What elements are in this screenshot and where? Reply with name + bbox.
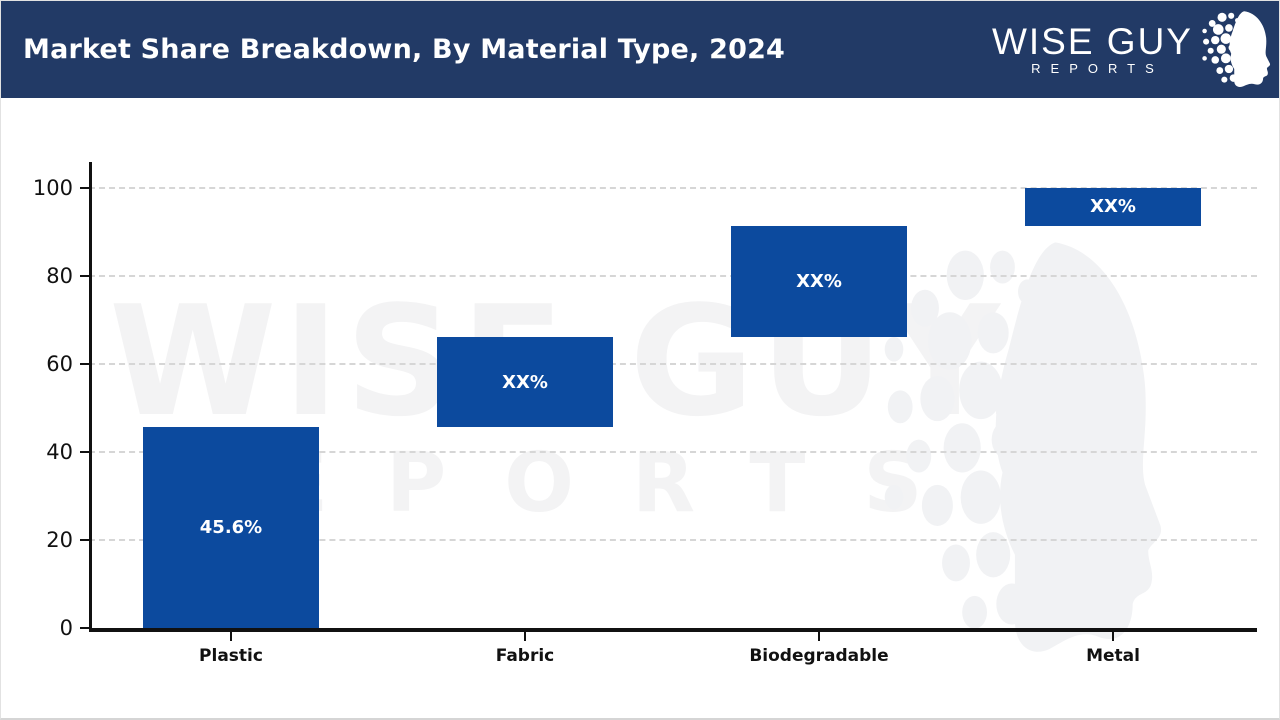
x-axis-label-metal: Metal (1086, 646, 1140, 666)
gridline-y-20 (89, 539, 1257, 541)
logo-wordmark: WISE GUY (991, 20, 1193, 62)
watermark-face-profile-icon (884, 242, 1162, 652)
y-axis-tick-60 (80, 363, 89, 365)
bar-metal: XX% (1025, 188, 1201, 226)
dotted-face-profile-icon (1202, 10, 1271, 87)
y-axis-label-80: 80 (46, 264, 73, 288)
y-axis-tick-20 (80, 539, 89, 541)
bar-value-label: XX% (1090, 196, 1136, 218)
y-axis-tick-40 (80, 451, 89, 453)
gridline-y-40 (89, 451, 1257, 453)
gridline-y-100 (89, 187, 1257, 189)
page-title: Market Share Breakdown, By Material Type… (23, 34, 786, 65)
bar-plastic: 45.6% (143, 427, 319, 628)
y-axis-tick-80 (80, 275, 89, 277)
logo-text: WISE GUY REPORTS (991, 20, 1193, 77)
y-axis-label-0: 0 (59, 616, 73, 640)
y-axis-label-60: 60 (46, 352, 73, 376)
bar-value-label: 45.6% (199, 517, 263, 539)
chart-area: WISE GUY. REPORTS 0 20 40 60 80 100 45.6% Plast… (1, 98, 1279, 718)
y-axis-tick-100 (80, 187, 89, 189)
x-axis-label-fabric: Fabric (495, 646, 555, 666)
x-axis-tick-fabric (524, 632, 526, 641)
y-axis-spine (89, 162, 92, 631)
x-axis-tick-plastic (230, 632, 232, 641)
bar-value-label: XX% (502, 371, 548, 393)
x-axis-spine (89, 628, 1257, 632)
y-axis-label-40: 40 (46, 440, 73, 464)
gridline-y-60 (89, 363, 1257, 365)
logo-subtitle: REPORTS (1031, 60, 1164, 76)
y-axis-label-20: 20 (46, 528, 73, 552)
y-axis-label-100: 100 (32, 176, 73, 200)
bar-biodegradable: XX% (731, 225, 907, 338)
bar-fabric: XX% (437, 337, 613, 428)
x-axis-label-biodegradable: Biodegradable (749, 646, 889, 666)
bar-value-label: XX% (796, 270, 842, 292)
gridline-y-80 (89, 275, 1257, 277)
x-axis-tick-metal (1112, 632, 1114, 641)
y-axis-tick-0 (80, 627, 89, 629)
header: Market Share Breakdown, By Material Type… (1, 1, 1279, 98)
x-axis-label-plastic: Plastic (199, 646, 263, 666)
x-axis-tick-biodegradable (818, 632, 820, 641)
wiseguy-logo: WISE GUY REPORTS (991, 7, 1279, 93)
